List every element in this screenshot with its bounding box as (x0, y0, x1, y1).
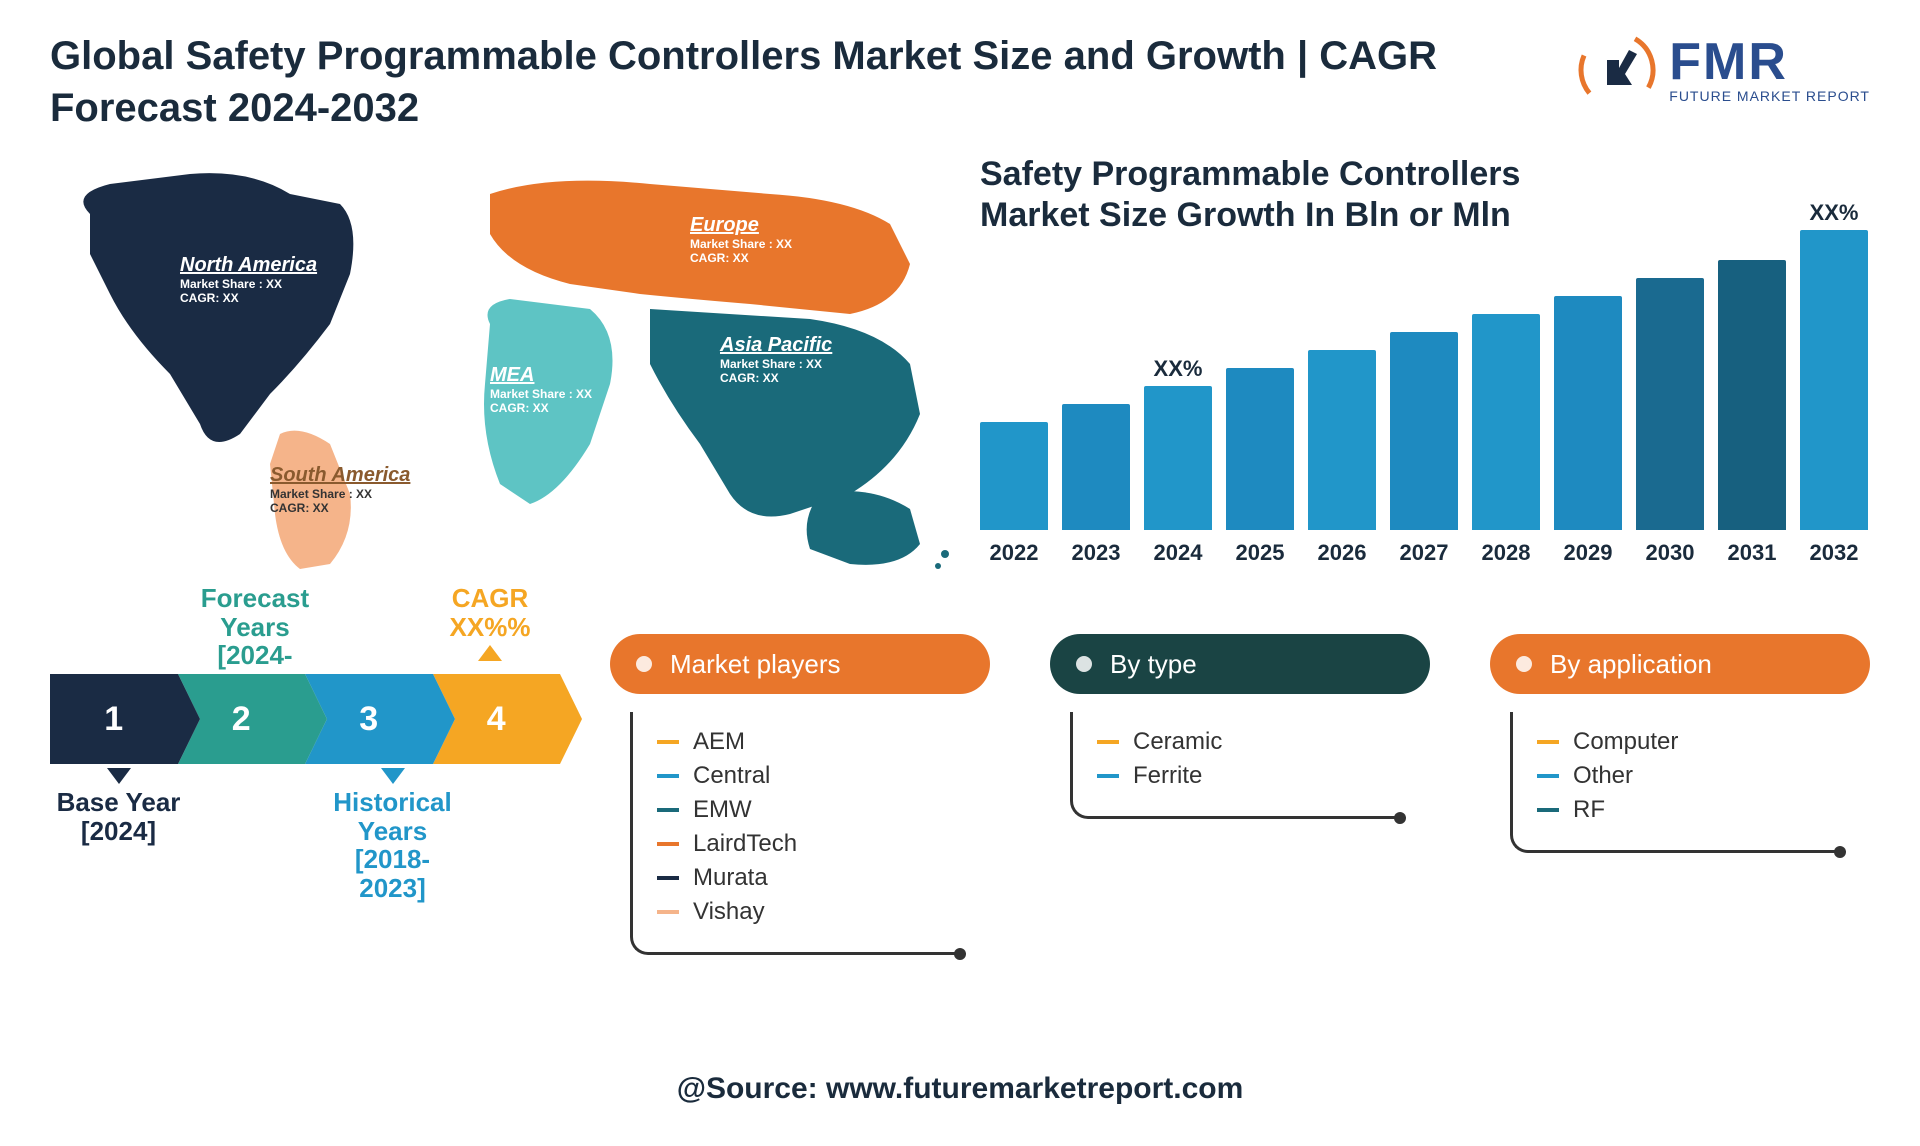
logo-fmr-text: FMR (1669, 36, 1870, 88)
tl-base-l2: [2024] (50, 817, 187, 846)
list-item: Other (1537, 762, 1840, 790)
tl-hist-l1: Historical Years (324, 788, 461, 845)
list-item: RF (1537, 796, 1840, 824)
bar-2022: 2022 (980, 422, 1048, 566)
bar-2031: 2031 (1718, 260, 1786, 566)
growth-bar-chart: Safety Programmable Controllers Market S… (980, 154, 1870, 574)
bar-2024: XX%2024 (1144, 386, 1212, 566)
map-label-na: North America Market Share : XX CAGR: XX (180, 254, 317, 305)
list-item: Computer (1537, 728, 1840, 756)
tl-forecast-l1: Forecast Years (185, 584, 325, 641)
world-map: North America Market Share : XX CAGR: XX… (50, 154, 950, 574)
list-item: AEM (657, 728, 960, 756)
tl-cagr-l2: XX%% (420, 613, 560, 642)
list-item: Ferrite (1097, 762, 1400, 790)
info-box-2: By application Computer Other RF (1490, 634, 1870, 955)
timeline-seg-1: 1 (50, 674, 178, 764)
chart-title: Safety Programmable Controllers Market S… (980, 154, 1540, 236)
bar-2030: 2030 (1636, 278, 1704, 566)
list-item: Vishay (657, 898, 960, 926)
bar-2027: 2027 (1390, 332, 1458, 566)
info-box-1: By type Ceramic Ferrite (1050, 634, 1430, 955)
bar-2029: 2029 (1554, 296, 1622, 566)
tl-hist-l2: [2018-2023] (324, 845, 461, 902)
bar-2028: 2028 (1472, 314, 1540, 566)
list-item: Central (657, 762, 960, 790)
list-item: Murata (657, 864, 960, 892)
bar-2026: 2026 (1308, 350, 1376, 566)
bar-2025: 2025 (1226, 368, 1294, 566)
map-label-eu: Europe Market Share : XX CAGR: XX (690, 214, 792, 265)
list-item: EMW (657, 796, 960, 824)
timeline: Forecast Years [2024-2032] CAGR XX%% 123… (50, 634, 560, 902)
bar-2032: XX%2032 (1800, 230, 1868, 566)
tl-base-l1: Base Year (50, 788, 187, 817)
page-title: Global Safety Programmable Controllers M… (50, 30, 1450, 134)
list-item: LairdTech (657, 830, 960, 858)
info-pill: By application (1490, 634, 1870, 694)
fmr-logo-icon (1577, 30, 1657, 110)
map-label-ap: Asia Pacific Market Share : XX CAGR: XX (720, 334, 832, 385)
logo-sub-text: FUTURE MARKET REPORT (1669, 88, 1870, 104)
source-line: @Source: www.futuremarketreport.com (677, 1072, 1244, 1106)
info-pill: By type (1050, 634, 1430, 694)
list-item: Ceramic (1097, 728, 1400, 756)
info-pill: Market players (610, 634, 990, 694)
map-label-sa: South America Market Share : XX CAGR: XX (270, 464, 410, 515)
info-box-0: Market players AEM Central EMW LairdTech Mura… (610, 634, 990, 955)
tl-cagr-l1: CAGR (420, 584, 560, 613)
bar-2023: 2023 (1062, 404, 1130, 566)
fmr-logo: FMR FUTURE MARKET REPORT (1577, 30, 1870, 110)
map-label-mea: MEA Market Share : XX CAGR: XX (490, 364, 592, 415)
